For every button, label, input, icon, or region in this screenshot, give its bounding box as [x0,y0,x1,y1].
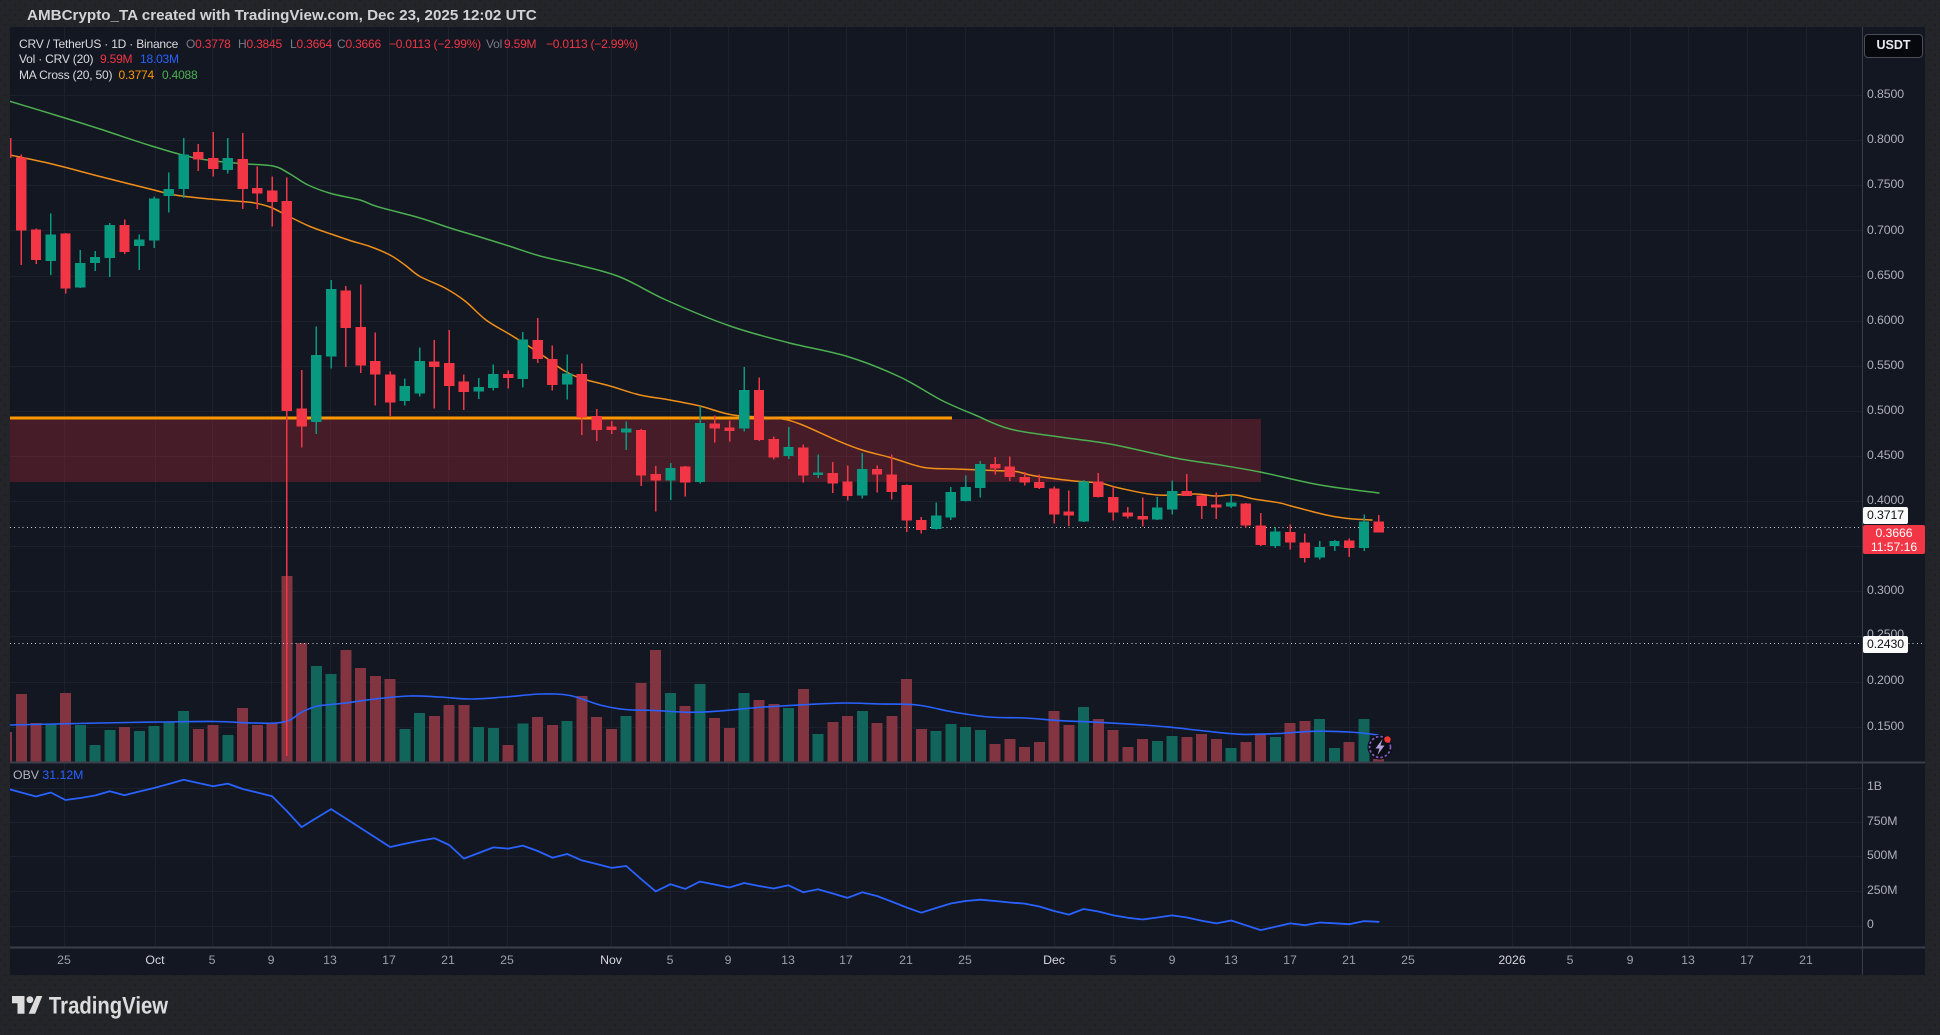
svg-text:TradingView: TradingView [49,995,168,1019]
